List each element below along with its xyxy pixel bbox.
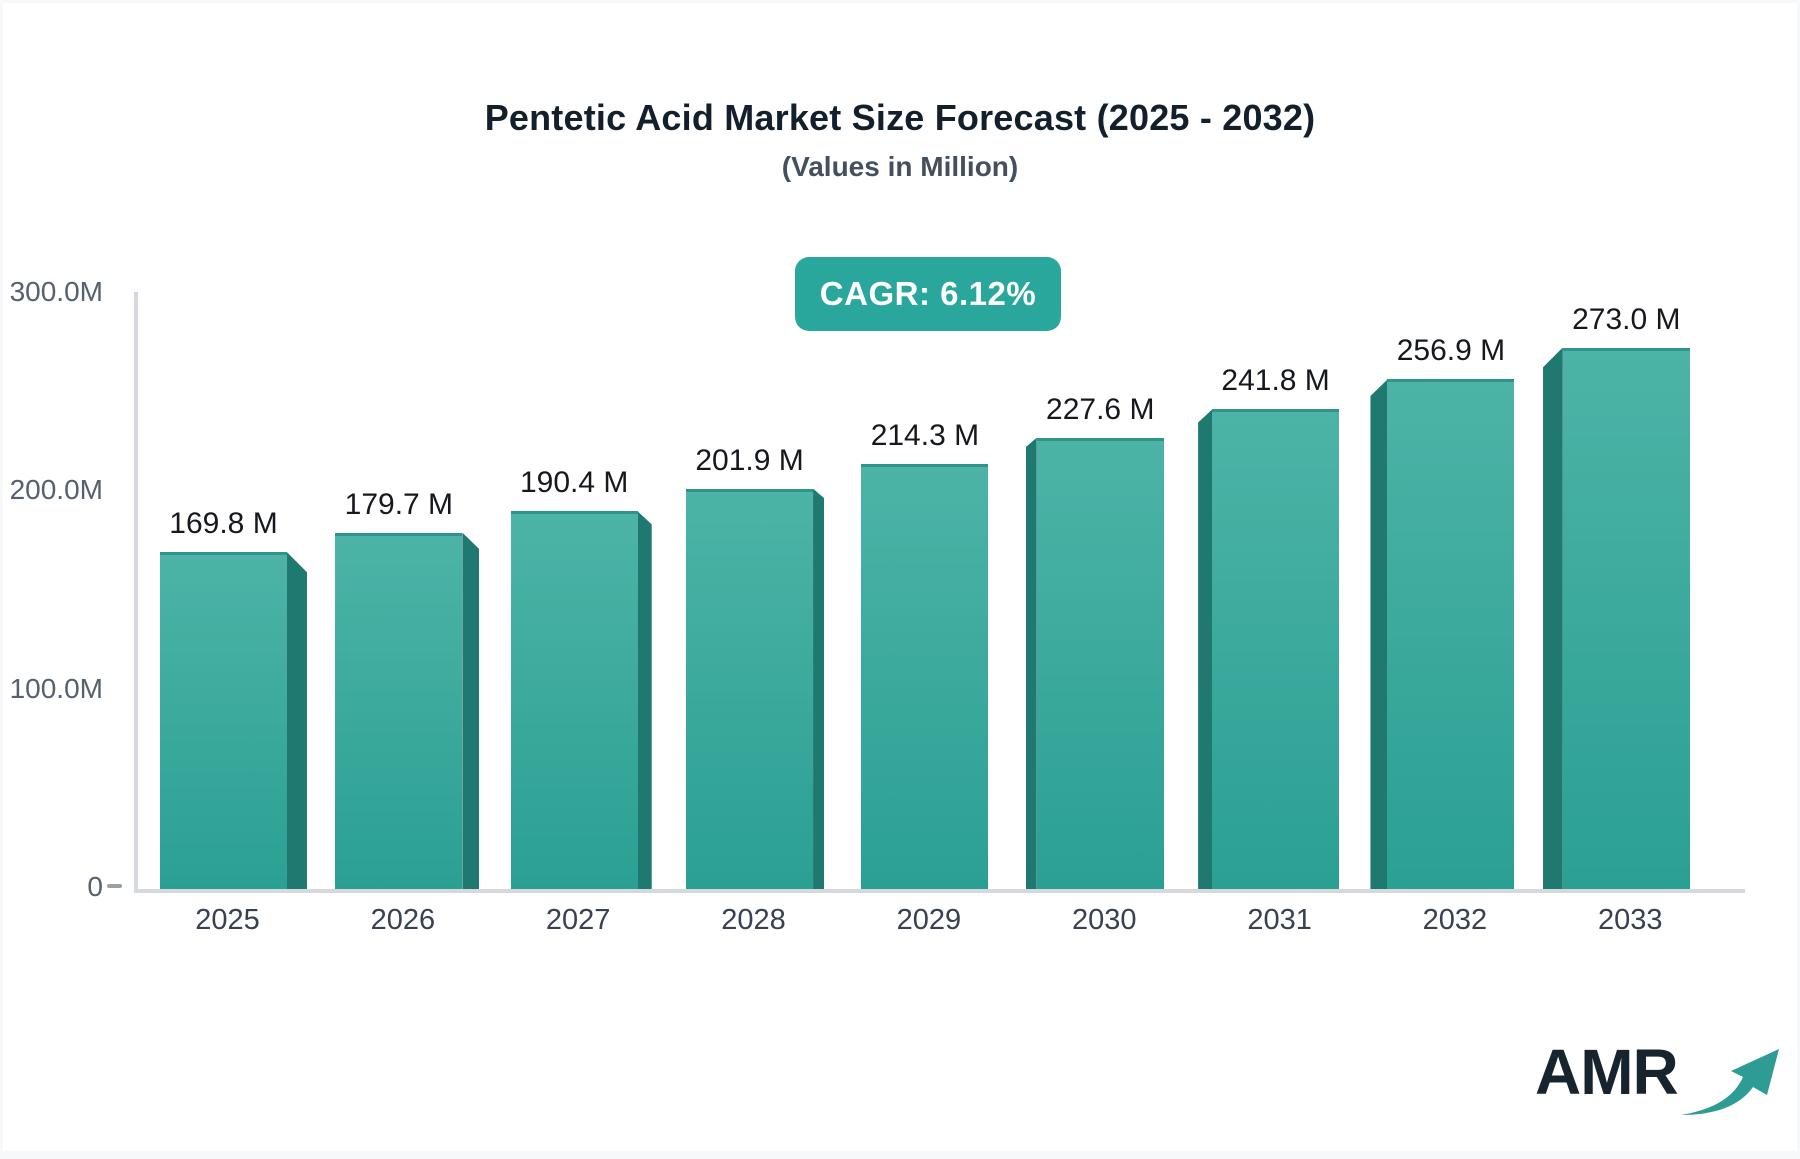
x-axis-label-2031: 2031 [1247, 904, 1312, 936]
page-title: Pentetic Acid Market Size Forecast (2025… [484, 97, 1316, 138]
x-axis-label-2029: 2029 [896, 904, 962, 936]
bar-side-face-2032 [1370, 379, 1388, 889]
x-axis-line [134, 889, 1745, 893]
amr-logo: AMR [1535, 1035, 1779, 1125]
bar-side-face-2031 [1198, 409, 1213, 889]
bar-side-face-2028 [813, 488, 825, 889]
y-axis-line [134, 292, 138, 893]
bar-2029 [861, 463, 989, 889]
cagr-badge: CAGR: 6.12% [795, 257, 1061, 331]
x-axis-label-2033: 2033 [1598, 904, 1663, 936]
bar-2026 [335, 532, 463, 889]
bar-2031 [1212, 409, 1340, 889]
y-axis-zero-tick [107, 884, 122, 888]
chart-plot-area: 300.0M 200.0M 100.0M 0 169.8 M 2025 179.7 M 202… [3, 3, 1800, 1159]
y-axis-tick-label: 100.0M [9, 672, 103, 704]
growth-arrow-icon [1681, 1049, 1779, 1115]
bar-value-label: 273.0 M [1572, 302, 1681, 336]
bar-value-label: 201.9 M [695, 443, 804, 477]
bar-side-face-2027 [637, 511, 652, 889]
bar-2025 [160, 552, 287, 889]
cagr-badge-label: CAGR: 6.12% [819, 275, 1037, 312]
bar-2033 [1562, 347, 1690, 889]
page-subtitle: (Values in Million) [781, 151, 1019, 182]
bar-value-label: 256.9 M [1396, 334, 1506, 368]
bar-value-label: 190.4 M [519, 466, 629, 500]
x-axis-label-2026: 2026 [370, 904, 436, 936]
bar-value-label: 214.3 M [870, 418, 980, 452]
bar-2027 [510, 511, 638, 889]
bar-value-label: 179.7 M [344, 487, 454, 521]
x-axis-label-2032: 2032 [1422, 904, 1488, 936]
bar-side-face-2025 [287, 552, 307, 889]
x-axis-label-2030: 2030 [1071, 904, 1137, 936]
y-axis-tick-label: 200.0M [9, 474, 103, 506]
x-axis-label-2027: 2027 [545, 904, 611, 936]
y-axis-tick-label: 0 [87, 871, 103, 902]
bar-side-face-2030 [1025, 437, 1037, 889]
bar-value-label: 169.8 M [169, 507, 278, 541]
bar-2032 [1387, 379, 1515, 889]
bar-value-label: 227.6 M [1046, 392, 1155, 426]
bar-side-face-2033 [1542, 347, 1563, 889]
bar-2028 [686, 488, 814, 889]
bar-side-face-2026 [462, 532, 480, 889]
x-axis-label-2028: 2028 [721, 904, 786, 936]
chart-canvas: Pentetic Acid Market Size Forecast (2025… [3, 3, 1797, 1151]
x-axis-label-2025: 2025 [195, 904, 260, 936]
y-axis-tick-label: 300.0M [9, 276, 103, 307]
bar-2030 [1036, 437, 1164, 889]
amr-logo-text: AMR [1535, 1036, 1679, 1108]
bar-value-label: 241.8 M [1221, 364, 1330, 398]
